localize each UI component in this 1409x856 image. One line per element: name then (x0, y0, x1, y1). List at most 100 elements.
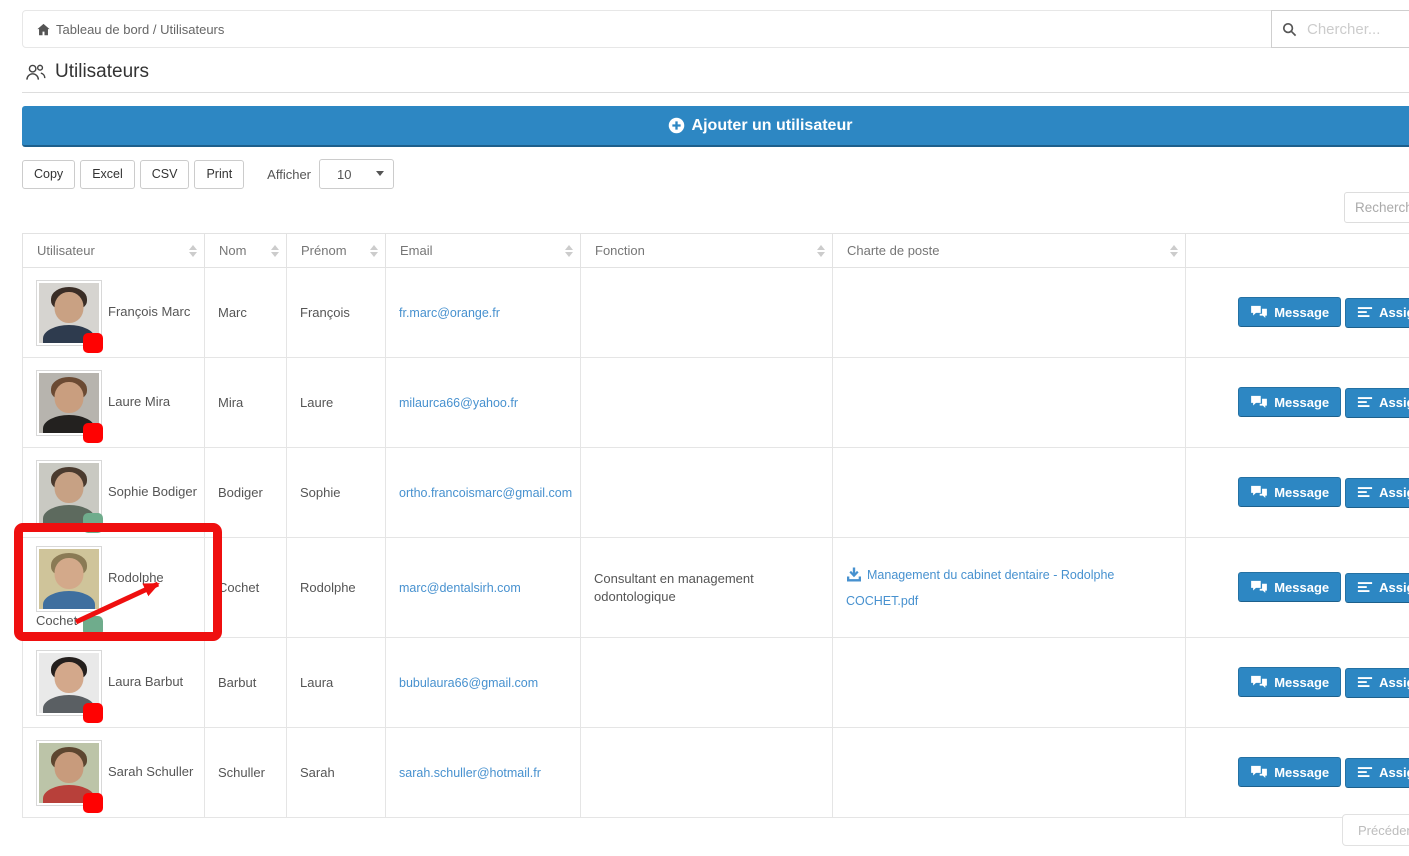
assigner-button[interactable]: Assigner (1345, 667, 1409, 698)
message-icon (1250, 675, 1268, 689)
avatar-photo (39, 282, 99, 343)
status-badge (83, 332, 103, 353)
user-cell: Sophie Bodiger (22, 447, 205, 538)
table-row: Sophie Bodiger Bodiger Sophie ortho.fran… (22, 447, 1409, 538)
user-cell: Sarah Schuller (22, 727, 205, 818)
message-button-label: Message (1274, 394, 1330, 410)
user-cell: Laura Barbut (22, 637, 205, 728)
user-block[interactable]: Sophie Bodiger (36, 459, 200, 533)
prenom-cell: François (286, 267, 386, 358)
assigner-button[interactable]: Assigner (1345, 297, 1409, 328)
column-header-email[interactable]: Email (385, 233, 581, 268)
message-button-label: Message (1274, 484, 1330, 500)
message-button[interactable]: Message (1238, 477, 1342, 508)
home-icon (37, 23, 50, 35)
user-block[interactable]: Laura Barbut (36, 649, 200, 723)
user-block[interactable]: Sarah Schuller (36, 739, 200, 813)
users-table-body: François Marc Marc François fr.marc@oran… (22, 267, 1409, 818)
prenom-cell: Laure (286, 357, 386, 448)
message-button-label: Message (1274, 304, 1330, 320)
sort-icon (1170, 244, 1178, 257)
page-title-label: Utilisateurs (55, 61, 149, 82)
status-badge (83, 512, 103, 533)
email-link[interactable]: milaurca66@yahoo.fr (399, 396, 518, 410)
message-button[interactable]: Message (1238, 387, 1342, 418)
message-button-label: Message (1274, 674, 1330, 690)
charte-link[interactable]: Management du cabinet dentaire - Rodolph… (846, 567, 1114, 608)
table-search-input[interactable] (1344, 192, 1409, 223)
download-icon (846, 567, 862, 590)
user-block[interactable]: Laure Mira (36, 369, 200, 443)
previous-page-button[interactable]: Précédent (1342, 814, 1409, 846)
prenom-cell: Laura (286, 637, 386, 728)
column-header-label: Email (400, 243, 433, 258)
assigner-button[interactable]: Assigner (1345, 477, 1409, 508)
assigner-button[interactable]: Assigner (1345, 757, 1409, 788)
email-link[interactable]: ortho.francoismarc@gmail.com (399, 486, 573, 500)
user-display-name: Laure Mira (108, 393, 171, 409)
table-header-row: Utilisateur Nom Prénom Email Fonction Charte … (22, 233, 1409, 268)
message-button[interactable]: Message (1238, 667, 1342, 698)
column-header-utilisateur[interactable]: Utilisateur (22, 233, 205, 268)
email-link[interactable]: bubulaura66@gmail.com (399, 676, 539, 690)
column-header-label: Utilisateur (37, 243, 95, 258)
assigner-icon (1357, 676, 1373, 689)
copy-button[interactable]: Copy (22, 159, 76, 189)
excel-button[interactable]: Excel (80, 159, 135, 189)
page-length-value: 10 (337, 166, 352, 182)
assigner-button[interactable]: Assigner (1345, 387, 1409, 418)
column-header-pr-nom[interactable]: Prénom (286, 233, 386, 268)
csv-button[interactable]: CSV (139, 159, 190, 189)
message-icon (1250, 580, 1268, 594)
sort-icon (370, 244, 378, 257)
breadcrumb-bar: Tableau de bord / Utilisateurs (22, 10, 1409, 48)
message-button[interactable]: Message (1238, 572, 1342, 603)
global-search-input[interactable] (1305, 19, 1409, 39)
charte-cell (832, 637, 1186, 728)
breadcrumb-label: Tableau de bord / Utilisateurs (56, 21, 225, 37)
print-button[interactable]: Print (194, 159, 245, 189)
title-divider (22, 92, 1409, 93)
global-search (1271, 10, 1409, 48)
column-header-label: Prénom (301, 243, 347, 258)
actions-cell: Message Assigner (1185, 447, 1409, 538)
table-row: Laure Mira Mira Laure milaurca66@yahoo.f… (22, 357, 1409, 448)
status-badge (83, 792, 103, 813)
fonction-cell (580, 267, 833, 358)
avatar-photo (39, 372, 99, 433)
prenom-cell: Sarah (286, 727, 386, 818)
assigner-icon (1357, 306, 1373, 319)
page-length-select[interactable]: 10 (319, 159, 395, 189)
table-row: François Marc Marc François fr.marc@oran… (22, 267, 1409, 358)
column-header-label: Fonction (595, 243, 645, 258)
column-header-charte-de-poste[interactable]: Charte de poste (832, 233, 1186, 268)
actions-cell: Message Assigner (1185, 637, 1409, 728)
email-cell: sarah.schuller@hotmail.fr (385, 727, 581, 818)
fonction-cell (580, 727, 833, 818)
prenom-cell: Sophie (286, 447, 386, 538)
email-link[interactable]: fr.marc@orange.fr (399, 306, 500, 320)
message-button[interactable]: Message (1238, 297, 1342, 328)
email-link[interactable]: marc@dentalsirh.com (399, 581, 521, 595)
actions-cell: Message Assigner (1185, 727, 1409, 818)
nom-cell: Marc (204, 267, 287, 358)
actions-cell: Message Assigner (1185, 357, 1409, 448)
user-display-name: Rodolphe Cochet (36, 570, 164, 628)
email-link[interactable]: sarah.schuller@hotmail.fr (399, 766, 541, 780)
message-button-label: Message (1274, 579, 1330, 595)
user-cell: Laure Mira (22, 357, 205, 448)
message-button[interactable]: Message (1238, 757, 1342, 788)
breadcrumb[interactable]: Tableau de bord / Utilisateurs (37, 11, 224, 47)
add-user-button[interactable]: Ajouter un utilisateur (22, 106, 1409, 147)
column-header-fonction[interactable]: Fonction (580, 233, 833, 268)
user-cell: Rodolphe Cochet (22, 537, 205, 638)
column-header-nom[interactable]: Nom (204, 233, 287, 268)
user-block[interactable]: François Marc (36, 279, 200, 353)
assigner-button[interactable]: Assigner (1345, 572, 1409, 603)
user-display-name: Laura Barbut (108, 673, 184, 689)
avatar (36, 649, 102, 716)
email-cell: ortho.francoismarc@gmail.com (385, 447, 581, 538)
user-block[interactable]: Rodolphe Cochet (36, 546, 200, 636)
assigner-button-label: Assigner (1379, 675, 1409, 691)
message-button-label: Message (1274, 764, 1330, 780)
